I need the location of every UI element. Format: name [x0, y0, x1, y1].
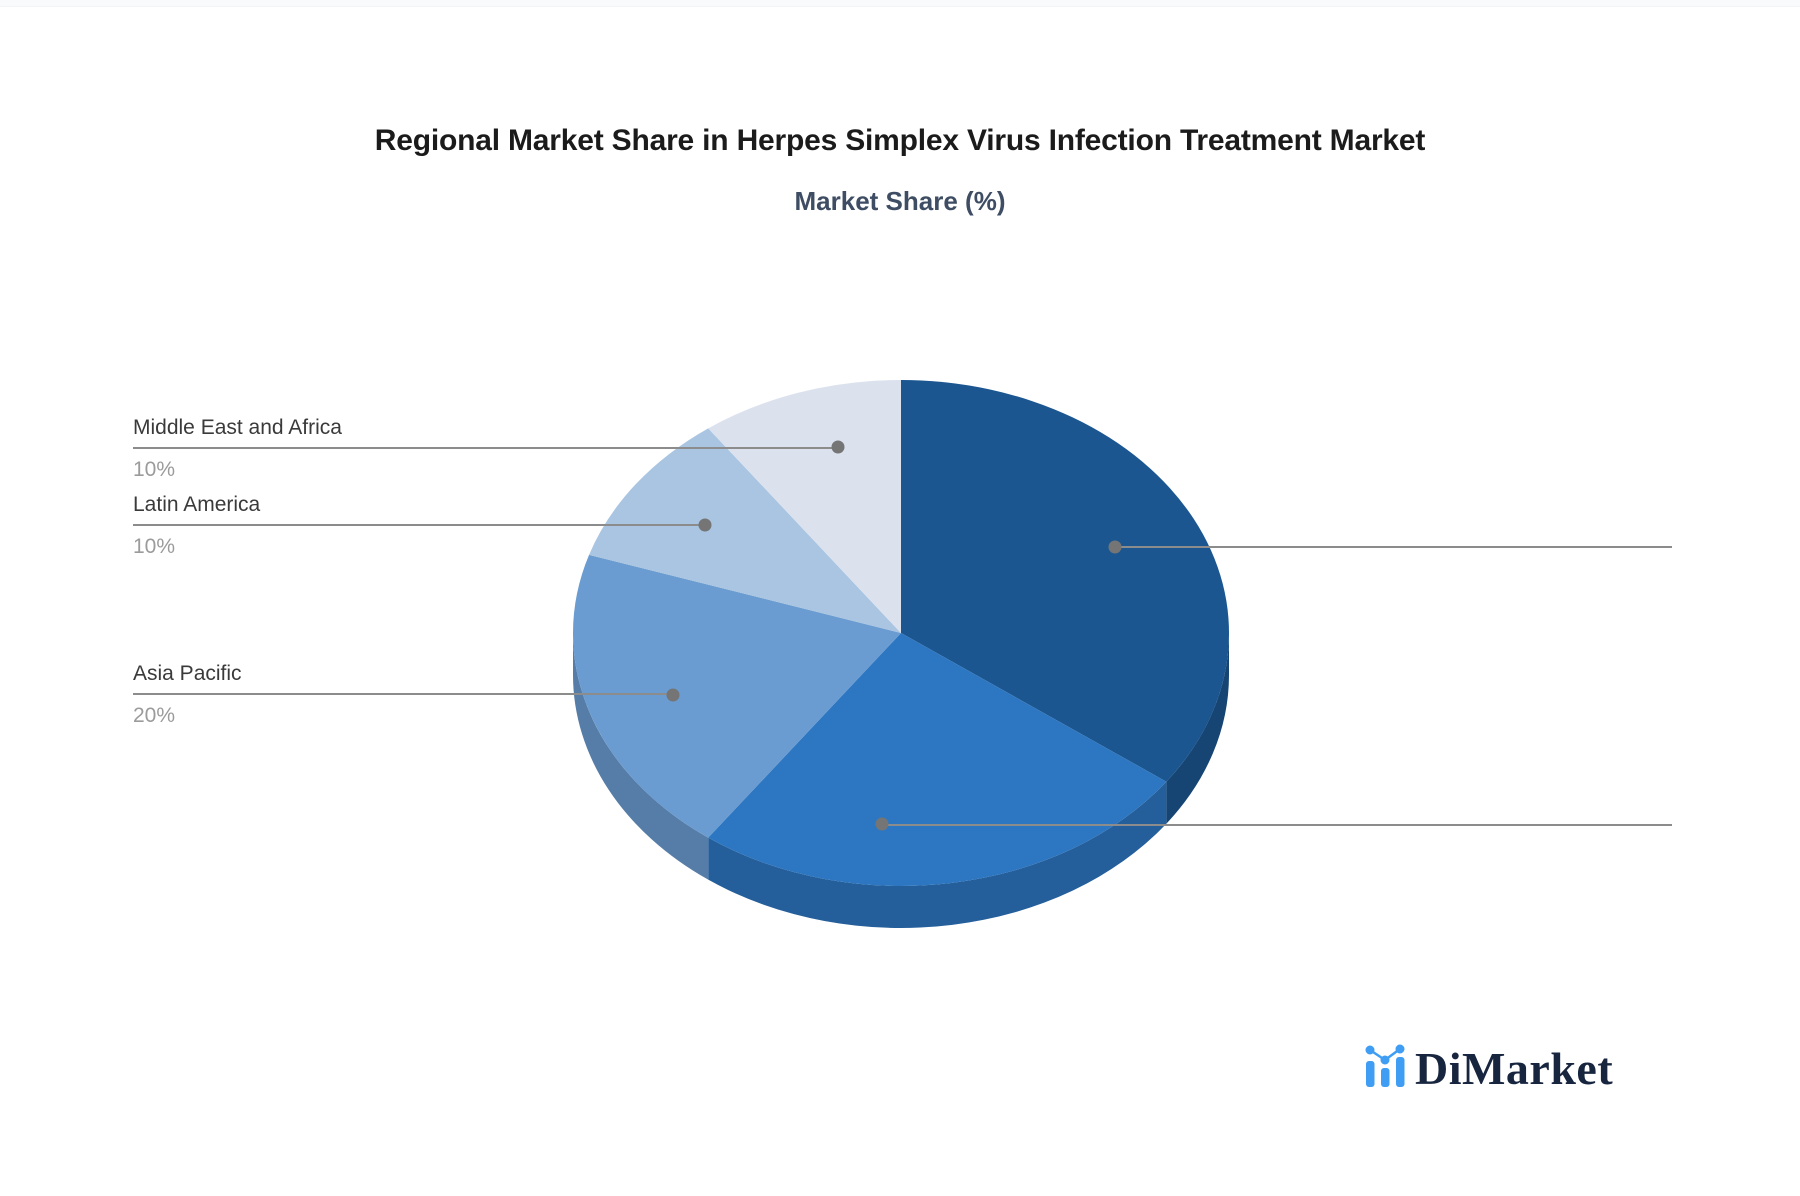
brand-name: DiMarket: [1415, 1043, 1614, 1094]
label-title: Latin America: [133, 493, 261, 516]
page-top-strip: [0, 0, 1800, 7]
brand-logo[interactable]: DiMarket: [1362, 1038, 1662, 1098]
pie-slice-latin-america[interactable]: [589, 428, 901, 633]
leader-dot-asia-pacific: [666, 688, 680, 702]
leader-dot-latin-america: [698, 518, 712, 532]
brand-bar-2: [1381, 1068, 1390, 1087]
brand-dot-1: [1365, 1045, 1375, 1055]
chart-title: Regional Market Share in Herpes Simplex …: [374, 124, 1426, 157]
brand-bar-3: [1396, 1057, 1405, 1087]
brand-bar-1: [1366, 1061, 1375, 1087]
leader-dot-middle-east-and-africa: [831, 440, 845, 454]
brand-dot-2: [1380, 1055, 1390, 1065]
brand-dot-3: [1395, 1044, 1405, 1054]
pie-slice-north-america[interactable]: [901, 380, 1229, 782]
pie-slice-side-north-america: [1166, 633, 1229, 824]
pie-slice-side-europe: [708, 781, 1167, 929]
pie-slice-middle-east-and-africa[interactable]: [708, 380, 901, 633]
label-title: Asia Pacific: [133, 662, 242, 685]
chart-subtitle: Market Share (%): [794, 186, 1006, 216]
pie-slice-side-asia-pacific: [573, 633, 709, 880]
label-value: 10%: [133, 535, 176, 558]
label-title: Middle East and Africa: [133, 416, 342, 439]
label-value: 10%: [133, 458, 176, 481]
leader-dot-north-america: [1108, 540, 1122, 554]
bar-line-chart-icon: [1365, 1044, 1405, 1087]
label-value: 20%: [133, 704, 176, 727]
pie-slice-asia-pacific[interactable]: [572, 554, 901, 838]
pie-slice-europe[interactable]: [708, 633, 1167, 886]
leader-dot-europe: [875, 817, 889, 831]
